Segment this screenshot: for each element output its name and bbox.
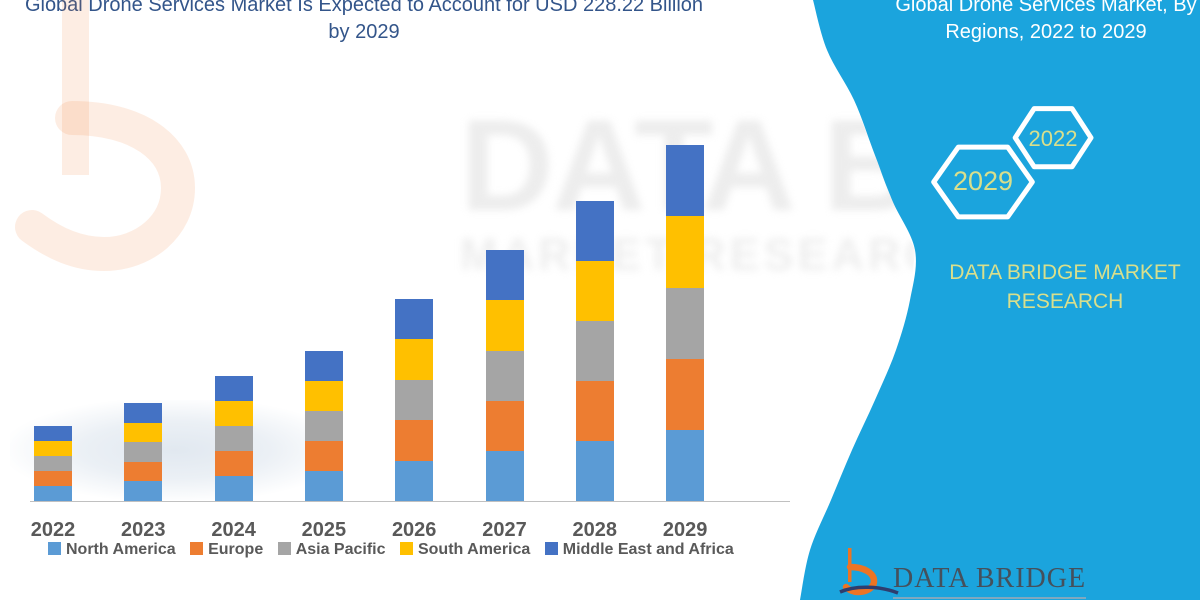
svg-text:2022: 2022 <box>1029 126 1078 151</box>
svg-text:2029: 2029 <box>953 166 1013 196</box>
